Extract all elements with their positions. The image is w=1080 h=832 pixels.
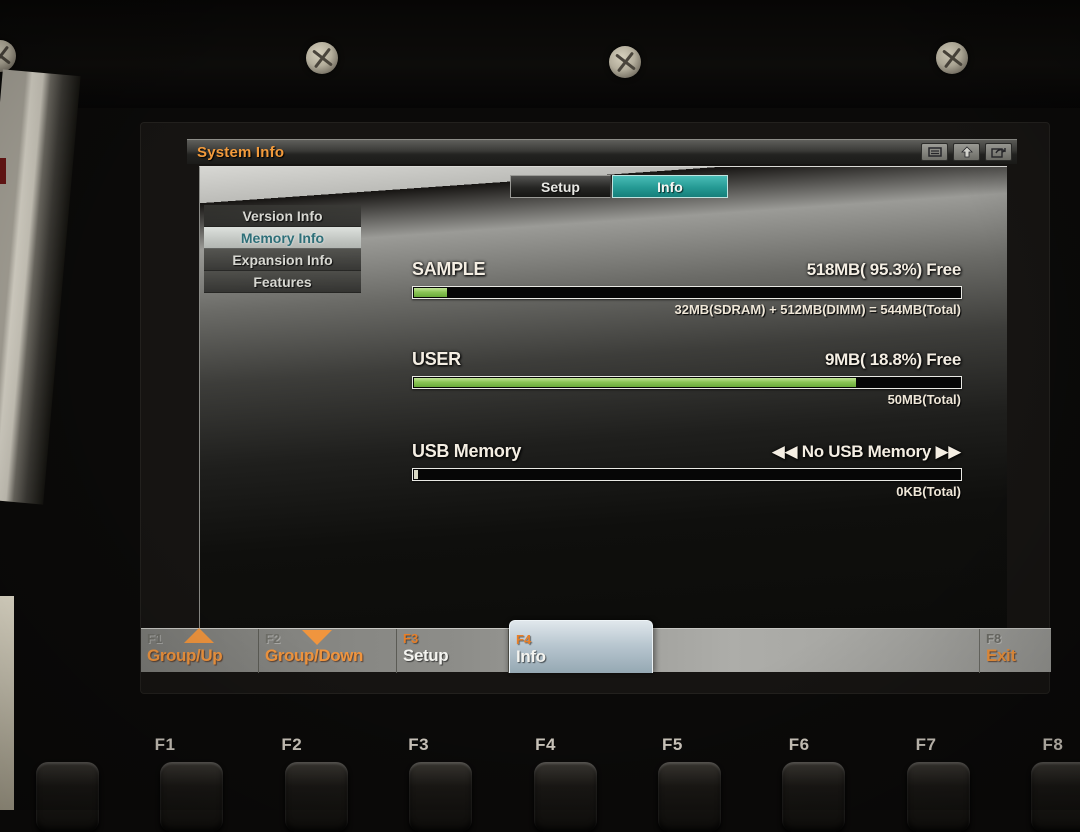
softkey-f2-group-down[interactable]: F2 Group/Down <box>259 629 397 673</box>
usb-memory-usage-bar <box>412 468 962 481</box>
sample-memory-usage-fill <box>414 288 447 297</box>
user-memory-free-value: 9MB( 18.8%) Free <box>825 350 961 369</box>
panel-label-f8: F8 <box>1042 735 1064 754</box>
f2-function-label: Group/Down <box>265 646 363 665</box>
sidebar-item-label: Version Info <box>242 207 323 224</box>
f8-key-label: F8 <box>986 631 1002 646</box>
info-category-list: Version Info Memory Info Expansion Info … <box>204 205 361 293</box>
f8-function-label: Exit <box>986 646 1016 665</box>
up-triangle-icon <box>184 628 215 643</box>
tab-info-label: Info <box>657 178 683 195</box>
panel-label-f1: F1 <box>154 735 176 754</box>
softkey-f1-group-up[interactable]: F1 Group/Up <box>141 628 259 673</box>
page-title: System Info <box>197 143 285 161</box>
hardware-button-f3[interactable] <box>409 762 473 832</box>
softkey-row: F1 Group/Up F2 Group/Down F3 Setup <box>141 620 1051 673</box>
content-window: Setup Info Version Info Memory Info Expa… <box>199 166 1007 628</box>
hardware-button-left[interactable] <box>36 762 99 832</box>
f1-key-label: F1 <box>147 631 163 646</box>
usb-memory-value-selector[interactable]: ◀◀ No USB Memory ▶▶ <box>771 442 962 461</box>
user-memory-title: USER <box>412 349 461 369</box>
tab-setup-label: Setup <box>541 178 580 195</box>
panel-label-f5: F5 <box>661 735 683 754</box>
sidebar-item-memory-info[interactable]: Memory Info <box>204 227 361 249</box>
usb-memory-title: USB Memory <box>412 441 522 461</box>
softkey-f4-info-active[interactable]: F4 Info <box>509 620 653 673</box>
tab-setup[interactable]: Setup <box>510 175 611 198</box>
adjacent-device-edge <box>0 596 14 810</box>
hardware-button-f8[interactable] <box>1031 762 1080 832</box>
sample-memory-usage-bar <box>412 286 962 299</box>
sidebar-item-expansion-info[interactable]: Expansion Info <box>204 249 361 271</box>
tab-info[interactable]: Info <box>612 175 728 198</box>
screw-icon <box>609 46 641 78</box>
panel-label-f3: F3 <box>408 735 430 754</box>
sample-memory-total-value: 32MB(SDRAM) + 512MB(DIMM) = 544MB(Total) <box>674 302 961 317</box>
softkey-f8-exit[interactable]: F8 Exit <box>979 629 1051 673</box>
screw-icon <box>0 40 16 72</box>
panel-label-f2: F2 <box>281 735 303 754</box>
panel-label-f6: F6 <box>788 735 810 754</box>
sample-memory-free-value: 518MB( 95.3%) Free <box>806 260 962 279</box>
sidebar-item-label: Memory Info <box>240 229 325 246</box>
device-photo: System Info Setup Info <box>0 0 1080 810</box>
panel-label-f7: F7 <box>915 735 937 754</box>
sample-memory-title: SAMPLE <box>412 259 486 279</box>
top-bezel <box>0 0 1080 108</box>
window-menu-icon[interactable] <box>921 143 948 161</box>
sidebar-item-label: Expansion Info <box>232 251 333 268</box>
user-memory-usage-bar <box>412 376 962 389</box>
hardware-button-f5[interactable] <box>657 762 721 832</box>
f3-key-label: F3 <box>403 631 419 646</box>
sidebar-item-label: Features <box>253 273 312 290</box>
titlebar: System Info <box>187 139 1017 164</box>
red-led-sliver <box>0 158 6 184</box>
adjacent-device-edge <box>0 69 81 505</box>
f2-key-label: F2 <box>265 631 281 646</box>
hardware-button-f6[interactable] <box>782 762 846 832</box>
hardware-button-f2[interactable] <box>284 762 348 832</box>
usb-memory-total-value: 0KB(Total) <box>896 484 961 499</box>
hardware-button-row <box>36 762 1080 832</box>
screw-icon <box>306 42 338 74</box>
sidebar-item-features[interactable]: Features <box>204 271 361 293</box>
up-arrow-icon[interactable] <box>953 143 980 161</box>
hardware-button-f4[interactable] <box>533 762 597 832</box>
softkey-f3-setup[interactable]: F3 Setup <box>397 629 509 673</box>
usb-memory-usage-fill <box>414 470 419 479</box>
f1-function-label: Group/Up <box>147 646 223 665</box>
down-triangle-icon <box>302 630 333 645</box>
f3-function-label: Setup <box>403 646 449 665</box>
sidebar-item-version-info[interactable]: Version Info <box>204 205 361 227</box>
f4-key-label: F4 <box>516 632 532 647</box>
user-memory-total-value: 50MB(Total) <box>887 392 961 407</box>
panel-label-f4: F4 <box>535 735 556 754</box>
lcd-screen: System Info Setup Info <box>140 122 1051 694</box>
panel-fkey-labels: F1 F2 F3 F4 F5 F6 F7 F8 <box>148 735 1070 755</box>
hardware-button-f1[interactable] <box>160 762 224 832</box>
user-memory-usage-fill <box>414 378 857 387</box>
hardware-button-f7[interactable] <box>906 762 970 832</box>
f4-function-label: Info <box>516 647 546 666</box>
screw-icon <box>936 42 968 74</box>
window-exit-icon[interactable] <box>985 143 1012 161</box>
